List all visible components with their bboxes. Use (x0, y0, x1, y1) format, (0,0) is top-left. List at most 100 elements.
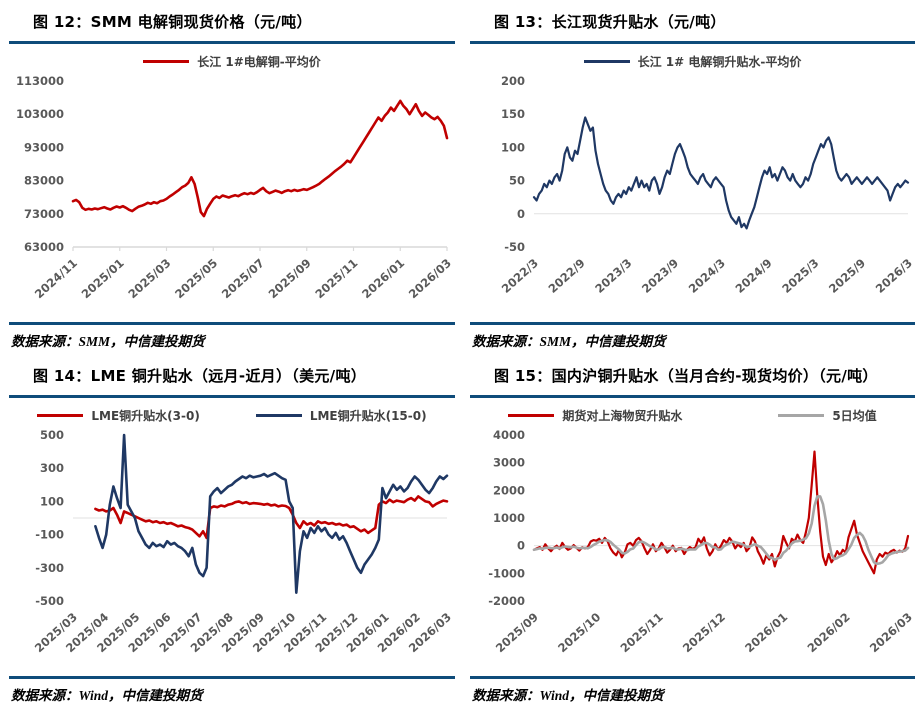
svg-text:2022/9: 2022/9 (546, 256, 588, 296)
chart-canvas: 113000103000930008300073000630002024/112… (16, 74, 454, 301)
figure-12: 图 12：SMM 电解铜现货价格（元/吨） 长江 1#电解铜-平均价 11300… (9, 8, 455, 350)
svg-text:2022/3: 2022/3 (499, 256, 541, 296)
legend-line-swatch (255, 413, 302, 417)
bottom-rule (9, 322, 455, 325)
legend-label: 长江 1# 电解铜升贴水-平均价 (637, 54, 802, 69)
figure-13-title: 图 13：长江现货升贴水（元/吨） (494, 13, 726, 31)
legend-line-swatch (143, 59, 190, 63)
figure-14-chart: LME铜升贴水(3-0) LME铜升贴水(15-0) 500 300 100 -100 -… (9, 398, 455, 675)
svg-text:2025/05: 2025/05 (172, 256, 220, 301)
svg-text:2024/11: 2024/11 (32, 256, 80, 301)
chart-legend: 长江 1#电解铜-平均价 (9, 51, 455, 71)
legend-item: 长江 1#电解铜-平均价 (143, 53, 321, 70)
legend-item: 期货对上海物贸升贴水 (508, 407, 682, 424)
chart-canvas: 500300100-100-300-5002025/032025/042025/… (32, 428, 454, 655)
legend-label: 期货对上海物贸升贴水 (562, 408, 683, 423)
legend-item: 5日均值 (778, 407, 877, 424)
svg-text:2000: 2000 (493, 483, 525, 497)
svg-text:2026/01: 2026/01 (742, 610, 790, 655)
svg-text:2025/07: 2025/07 (219, 256, 267, 301)
svg-text:100: 100 (40, 494, 64, 508)
bottom-rule (9, 676, 455, 679)
svg-text:500: 500 (40, 428, 64, 442)
svg-text:2026/03: 2026/03 (406, 256, 454, 301)
svg-text:3000: 3000 (493, 456, 525, 470)
svg-text:0: 0 (517, 207, 525, 221)
svg-text:100: 100 (501, 140, 525, 154)
title-rule (470, 41, 915, 44)
svg-text:50: 50 (509, 174, 525, 188)
legend-line-swatch (37, 413, 84, 417)
svg-text:2025/11: 2025/11 (312, 256, 360, 301)
figure-14: 图 14：LME 铜升贴水（远月-近月）（美元/吨） LME铜升贴水(3-0) L… (9, 362, 455, 704)
title-rule (470, 395, 915, 398)
title-rule (9, 395, 455, 398)
legend-label: LME铜升贴水(15-0) (309, 408, 427, 423)
svg-text:93000: 93000 (24, 140, 64, 154)
svg-text:-300: -300 (35, 561, 64, 575)
bottom-rule (470, 676, 915, 679)
legend-label: 5日均值 (832, 408, 877, 423)
svg-text:4000: 4000 (493, 428, 525, 442)
svg-text:2025/11: 2025/11 (618, 610, 666, 655)
svg-text:-1000: -1000 (488, 566, 525, 580)
figure-13: 图 13：长江现货升贴水（元/吨） 长江 1# 电解铜升贴水-平均价 200 15… (470, 8, 915, 350)
svg-text:2025/01: 2025/01 (79, 256, 127, 301)
svg-text:-2000: -2000 (488, 594, 525, 608)
svg-text:2025/12: 2025/12 (680, 610, 728, 655)
chart-legend: 期货对上海物贸升贴水 5日均值 (470, 405, 915, 425)
legend-line-swatch (778, 413, 825, 417)
svg-text:2025/09: 2025/09 (493, 610, 541, 655)
bottom-rule (470, 322, 915, 325)
svg-text:2024/9: 2024/9 (733, 256, 775, 296)
figure-12-chart: 长江 1#电解铜-平均价 113000 103000 93000 83000 73000… (9, 44, 455, 321)
legend-item: LME铜升贴水(3-0) (37, 407, 200, 424)
legend-item: 长江 1# 电解铜升贴水-平均价 (583, 53, 802, 70)
svg-text:2025/09: 2025/09 (266, 256, 314, 301)
svg-text:2026/3: 2026/3 (873, 256, 915, 296)
svg-text:0: 0 (517, 539, 525, 553)
svg-text:2026/01: 2026/01 (359, 256, 407, 301)
title-rule (9, 41, 455, 44)
svg-text:63000: 63000 (24, 240, 64, 254)
legend-line-swatch (508, 413, 555, 417)
legend-item: LME铜升贴水(15-0) (255, 407, 427, 424)
figure-15-chart: 期货对上海物贸升贴水 5日均值 4000 3000 2000 1000 0 -1000 -20… (470, 398, 915, 675)
figure-grid: 图 12：SMM 电解铜现货价格（元/吨） 长江 1#电解铜-平均价 11300… (9, 8, 915, 704)
figure-15: 图 15：国内沪铜升贴水（当月合约-现货均价）（元/吨） 期货对上海物贸升贴水 5… (470, 362, 915, 704)
svg-text:-100: -100 (35, 528, 64, 542)
svg-text:73000: 73000 (24, 207, 64, 221)
legend-label: 长江 1#电解铜-平均价 (197, 54, 321, 69)
legend-line-swatch (583, 59, 630, 63)
svg-text:1000: 1000 (493, 511, 525, 525)
figure-15-source: 数据来源：Wind，中信建投期货 (472, 688, 664, 703)
svg-text:2026/02: 2026/02 (805, 610, 853, 655)
figure-14-source: 数据来源：Wind，中信建投期货 (11, 688, 203, 703)
svg-text:2023/3: 2023/3 (592, 256, 634, 296)
svg-text:2026/03: 2026/03 (867, 610, 915, 655)
figure-13-source: 数据来源：SMM，中信建投期货 (472, 334, 666, 349)
figure-14-title: 图 14：LME 铜升贴水（远月-近月）（美元/吨） (33, 367, 367, 385)
svg-text:113000: 113000 (16, 74, 64, 88)
svg-text:2023/9: 2023/9 (639, 256, 681, 296)
figure-13-chart: 长江 1# 电解铜升贴水-平均价 200 150 100 50 0 -50 2022/3 20… (470, 44, 915, 321)
legend-label: LME铜升贴水(3-0) (91, 408, 200, 423)
svg-text:150: 150 (501, 107, 525, 121)
svg-text:2024/3: 2024/3 (686, 256, 728, 296)
figure-12-source: 数据来源：SMM，中信建投期货 (11, 334, 205, 349)
svg-text:-50: -50 (504, 240, 525, 254)
svg-text:2025/03: 2025/03 (125, 256, 173, 301)
figure-15-title: 图 15：国内沪铜升贴水（当月合约-现货均价）（元/吨） (494, 367, 878, 385)
figure-12-title: 图 12：SMM 电解铜现货价格（元/吨） (33, 13, 312, 31)
svg-text:2025/10: 2025/10 (555, 610, 603, 655)
svg-text:103000: 103000 (16, 107, 64, 121)
chart-legend: 长江 1# 电解铜升贴水-平均价 (470, 51, 915, 71)
svg-text:2025/3: 2025/3 (779, 256, 821, 296)
svg-text:2025/9: 2025/9 (826, 256, 868, 296)
svg-text:200: 200 (501, 74, 525, 88)
svg-text:-500: -500 (35, 594, 64, 608)
chart-legend: LME铜升贴水(3-0) LME铜升贴水(15-0) (9, 405, 455, 425)
chart-canvas: 4000 3000 2000 1000 0 -1000 -2000 2025/09 2025/1… (488, 428, 915, 655)
